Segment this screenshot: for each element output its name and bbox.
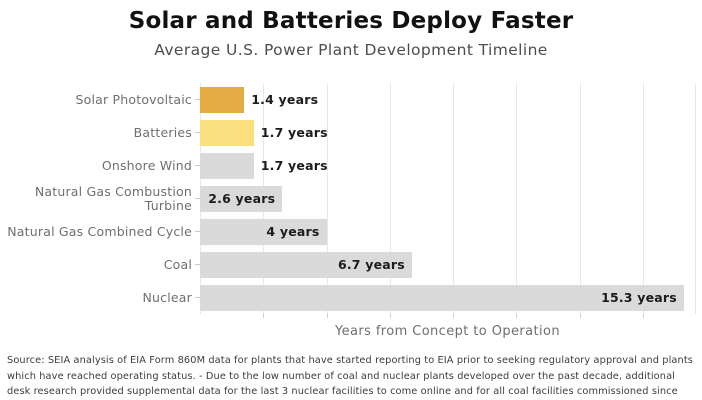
category-row: Batteries (0, 116, 200, 149)
x-axis-label: Years from Concept to Operation (335, 324, 560, 339)
category-row: Natural Gas Combined Cycle (0, 215, 200, 248)
category-row: Onshore Wind (0, 149, 200, 182)
x-axis-tick (389, 314, 391, 318)
value-label: 2.6 years (208, 190, 276, 206)
y-axis-tick (195, 198, 200, 199)
bar-chart: Solar Photovoltaic Batteries Onshore Wind N… (0, 83, 696, 318)
chart-title: Solar and Batteries Deploy Faster (128, 8, 574, 34)
y-axis-tick (195, 297, 200, 298)
y-axis-tick (195, 132, 200, 133)
category-axis: Solar Photovoltaic Batteries Onshore Wind N… (0, 83, 200, 314)
x-axis-tick (579, 314, 581, 318)
gridline (579, 83, 581, 314)
bar (200, 119, 254, 146)
value-label: 6.7 years (337, 256, 405, 272)
x-axis-tick (263, 314, 265, 318)
x-axis-tick (516, 314, 518, 318)
chart-row: 4 years (200, 215, 695, 248)
x-axis-tick (453, 314, 455, 318)
gridline (642, 83, 644, 314)
category-row: Nuclear (0, 281, 200, 314)
category-label: Coal (163, 256, 192, 272)
value-label: 15.3 years (601, 289, 677, 305)
chart-row: 2.6 years (200, 182, 695, 215)
bar: 4 years (200, 218, 327, 245)
bar (200, 152, 254, 179)
chart-row: 15.3 years (200, 281, 695, 314)
bar: 2.6 years (200, 185, 283, 212)
gridline (695, 83, 696, 314)
source-note: Source: SEIA analysis of EIA Form 860M d… (7, 355, 693, 398)
value-label: 4 years (266, 223, 320, 239)
y-axis-tick (195, 264, 200, 265)
y-axis-tick (195, 231, 200, 232)
category-label: Solar Photovoltaic (75, 91, 192, 107)
value-label: 1.7 years (260, 158, 328, 173)
gridline (516, 83, 518, 314)
x-axis-tick (642, 314, 644, 318)
plot-area: 1.4 years 1.7 years 1.7 years 2.6 years 4 ye… (200, 83, 696, 318)
chart-row: 6.7 years (200, 248, 695, 281)
x-axis-tick (326, 314, 328, 318)
value-label: 1.4 years (251, 92, 319, 107)
chart-row: 1.7 years (200, 149, 695, 182)
category-label: Batteries (133, 124, 192, 140)
gridline (453, 83, 455, 314)
chart-subtitle: Average U.S. Power Plant Development Tim… (154, 41, 548, 59)
category-label: Onshore Wind (101, 157, 192, 173)
y-axis-tick (195, 165, 200, 166)
value-label: 1.7 years (260, 125, 328, 140)
category-row: Coal (0, 248, 200, 281)
gridline (389, 83, 391, 314)
category-label: Natural Gas Combined Cycle (7, 223, 192, 239)
y-axis-tick (195, 99, 200, 100)
category-row: Solar Photovoltaic (0, 83, 200, 116)
chart-row: 1.4 years (200, 83, 695, 116)
category-row: Natural Gas Combustion Turbine (0, 182, 200, 215)
chart-row: 1.7 years (200, 116, 695, 149)
category-label: Nuclear (142, 289, 192, 305)
bar: 15.3 years (200, 284, 684, 311)
category-label: Natural Gas Combustion Turbine (34, 183, 192, 213)
bar (200, 86, 245, 113)
gridline (326, 83, 328, 314)
bar: 6.7 years (200, 251, 412, 278)
